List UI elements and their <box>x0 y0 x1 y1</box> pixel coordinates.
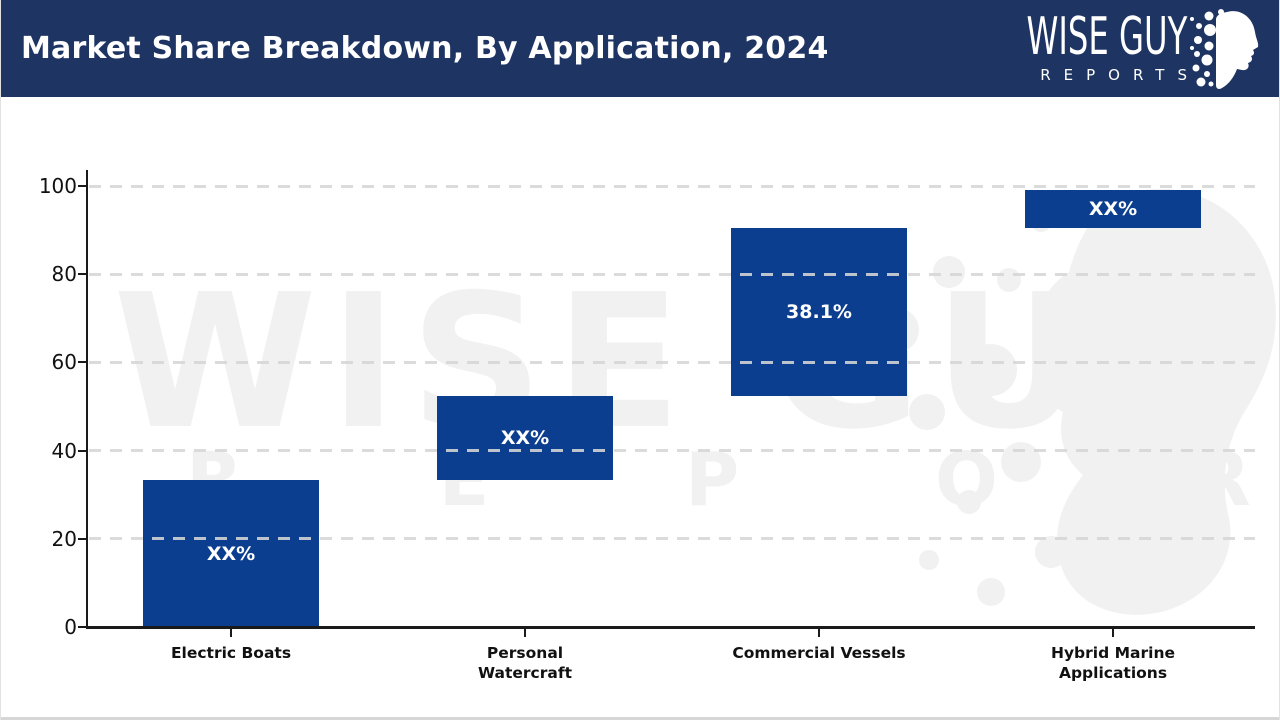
y-axis-label: 0 <box>64 615 77 639</box>
bar-value-label: XX% <box>500 427 550 450</box>
y-axis-line <box>86 170 88 629</box>
header-bar: Market Share Breakdown, By Application, … <box>1 0 1279 97</box>
logo-face-icon <box>1190 8 1259 89</box>
x-axis-tick <box>1112 629 1114 637</box>
x-category-label: Commercial Vessels <box>732 644 906 662</box>
y-axis-tick <box>78 626 86 628</box>
y-axis-label: 20 <box>51 526 77 551</box>
x-axis-tick <box>818 629 820 637</box>
bottom-border <box>1 717 1279 720</box>
y-axis-tick <box>78 185 86 187</box>
gridline <box>89 537 1255 541</box>
x-category-label: Hybrid Marine Applications <box>1050 644 1175 682</box>
x-axis-line <box>86 626 1255 629</box>
y-axis-tick <box>78 449 86 452</box>
gridline <box>89 360 1255 364</box>
bar-segment: XX% <box>437 395 613 481</box>
bar-segment: XX% <box>143 480 319 627</box>
y-axis-tick <box>78 537 86 540</box>
x-axis-tick <box>230 629 232 637</box>
y-axis-label: 40 <box>51 438 77 463</box>
watermark-face-icon <box>875 188 1276 615</box>
x-category-label: Personal Watercraft <box>477 644 572 682</box>
x-category-label: Electric Boats <box>170 644 292 662</box>
y-axis-label: 80 <box>51 262 77 287</box>
logo-wordmark-text: WISE GUY <box>1026 7 1187 67</box>
gridline <box>89 272 1255 276</box>
logo-wordmark: WISE GUY REPORTS <box>1015 9 1187 84</box>
chart-title: Market Share Breakdown, By Application, … <box>21 31 829 66</box>
bar-value-label: XX% <box>1088 197 1138 220</box>
y-axis-label: 100 <box>38 174 77 198</box>
x-axis-tick <box>524 629 526 637</box>
bar-segment: XX% <box>1025 189 1201 228</box>
y-axis-label: 60 <box>51 350 77 375</box>
y-axis-tick <box>78 361 86 364</box>
bar-value-label: 38.1% <box>786 300 852 323</box>
bar-segment: 38.1% <box>731 227 907 396</box>
gridline <box>89 184 1255 188</box>
y-axis-tick <box>78 273 86 276</box>
gridline <box>89 449 1255 453</box>
logo-wordmark-line1-wrap: WISE GUY <box>1015 9 1187 65</box>
bar-value-label: XX% <box>206 542 256 565</box>
wiseguy-logo: WISE GUY REPORTS <box>1015 6 1263 92</box>
logo-reports-text: REPORTS <box>1040 66 1200 84</box>
